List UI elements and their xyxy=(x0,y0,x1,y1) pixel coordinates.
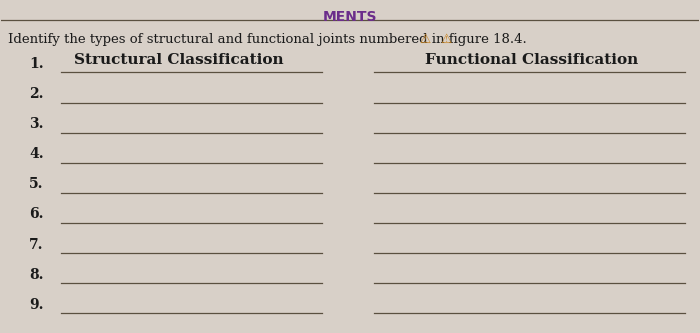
Text: Functional Classification: Functional Classification xyxy=(425,53,638,67)
Text: ⚠: ⚠ xyxy=(420,33,431,46)
Text: 9.: 9. xyxy=(29,298,44,312)
Text: 4.: 4. xyxy=(29,147,44,161)
Text: 8.: 8. xyxy=(29,268,44,282)
Text: ⚠: ⚠ xyxy=(440,33,452,46)
Text: 3.: 3. xyxy=(29,117,44,131)
Text: MENTS: MENTS xyxy=(323,10,377,24)
Text: 5.: 5. xyxy=(29,177,44,191)
Text: 1.: 1. xyxy=(29,57,44,71)
Text: Structural Classification: Structural Classification xyxy=(74,53,284,67)
Text: 6.: 6. xyxy=(29,207,44,221)
Text: Identify the types of structural and functional joints numbered in figure 18.4.: Identify the types of structural and fun… xyxy=(8,33,527,46)
Text: 7.: 7. xyxy=(29,237,44,251)
Text: 2.: 2. xyxy=(29,87,44,101)
